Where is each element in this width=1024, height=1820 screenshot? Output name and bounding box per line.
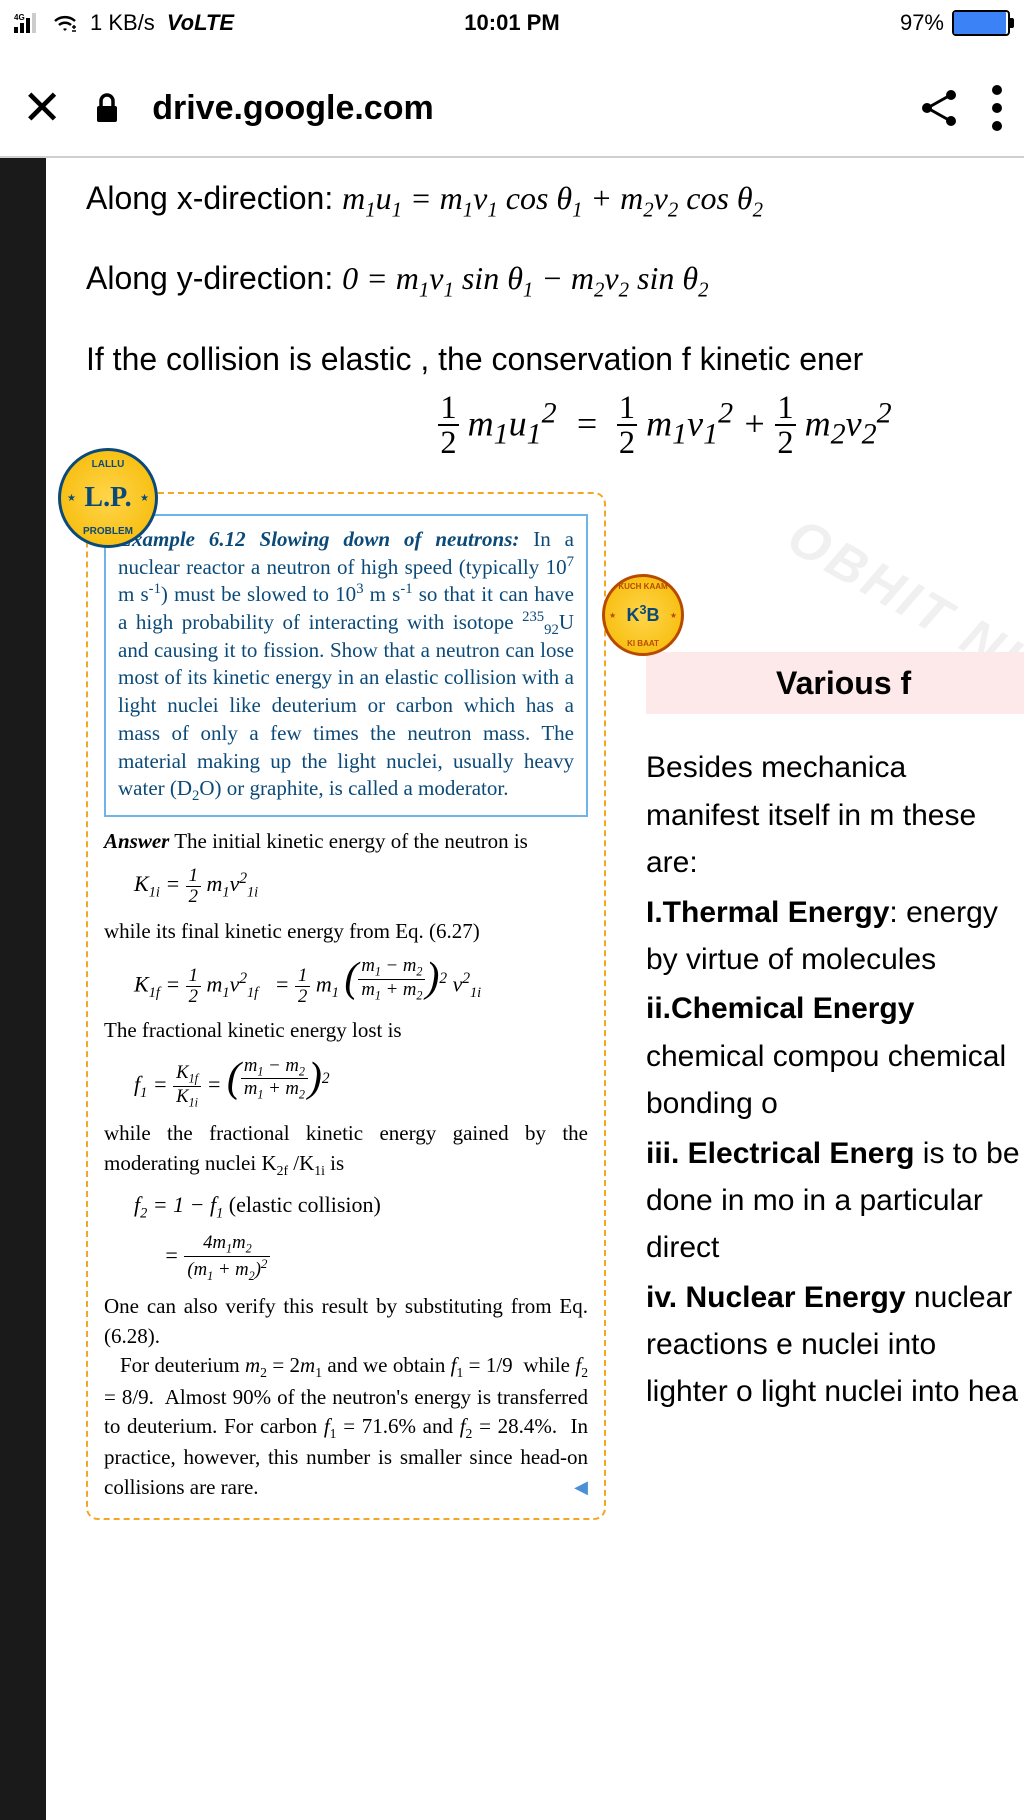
lock-icon [94,93,120,123]
right-column: Various f Besides mechanica manifest its… [646,492,1024,1520]
eq-x-direction: Along x-direction: m1u1 = m1v1 cos θ1 + … [86,180,1024,222]
status-bar: 4G 1 KB/s VoLTE 10:01 PM 97% [0,0,1024,46]
browser-bar: ✕ drive.google.com [0,66,1024,150]
example-box: Example 6.12 Slowing down of neutrons: I… [104,514,588,817]
various-heading: Various f [646,652,1024,715]
nuclear-label: iv. Nuclear Energy [646,1281,906,1314]
eq-y-direction: Along y-direction: 0 = m1v1 sin θ1 − m2v… [86,260,1024,302]
k3b-badge: KUCH KAAM K3B KI BAAT [602,574,684,656]
chemical-label: ii.Chemical Energy [646,992,914,1025]
intro-text: Besides mechanica manifest itself in m t… [646,744,1024,886]
document-page: Along x-direction: m1u1 = m1v1 cos θ1 + … [46,158,1024,1820]
left-scroll-bar[interactable] [0,158,46,1820]
status-time: 10:01 PM [464,10,559,36]
volte-label: VoLTE [167,10,234,36]
svg-text:4G: 4G [14,13,25,22]
share-icon[interactable] [918,87,960,129]
example-frame: Example 6.12 Slowing down of neutrons: I… [86,492,606,1520]
end-marker-icon: ◀ [574,1475,588,1500]
signal-icon: 4G [14,13,40,33]
wifi-icon [52,13,78,33]
elastic-text: If the collision is elastic , the conser… [86,341,1024,378]
lp-badge: LALLU L.P. PROBLEM [58,448,158,548]
url-text[interactable]: drive.google.com [152,89,886,128]
thermal-label: I.Thermal Energy [646,896,889,929]
battery-percent: 97% [900,10,944,36]
more-menu-icon[interactable] [992,85,1002,131]
eq-kinetic-energy: 12 m1u12 = 12 m1v12 + 12 m2v22 [86,392,1024,462]
close-icon[interactable]: ✕ [22,80,62,136]
data-speed: 1 KB/s [90,10,155,36]
answer-block: Answer The initial kinetic energy of the… [104,827,588,1502]
electrical-label: iii. Electrical Energ [646,1137,914,1170]
battery-icon [952,10,1010,36]
